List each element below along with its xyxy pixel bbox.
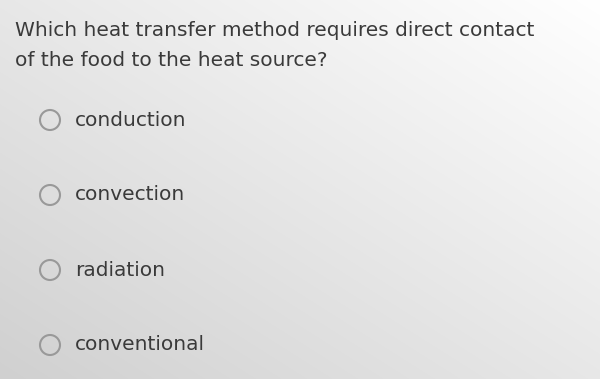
Text: conduction: conduction [75,111,187,130]
Text: conventional: conventional [75,335,205,354]
Text: radiation: radiation [75,260,165,279]
Text: of the food to the heat source?: of the food to the heat source? [15,50,328,69]
Text: Which heat transfer method requires direct contact: Which heat transfer method requires dire… [15,20,535,39]
Text: convection: convection [75,185,185,205]
